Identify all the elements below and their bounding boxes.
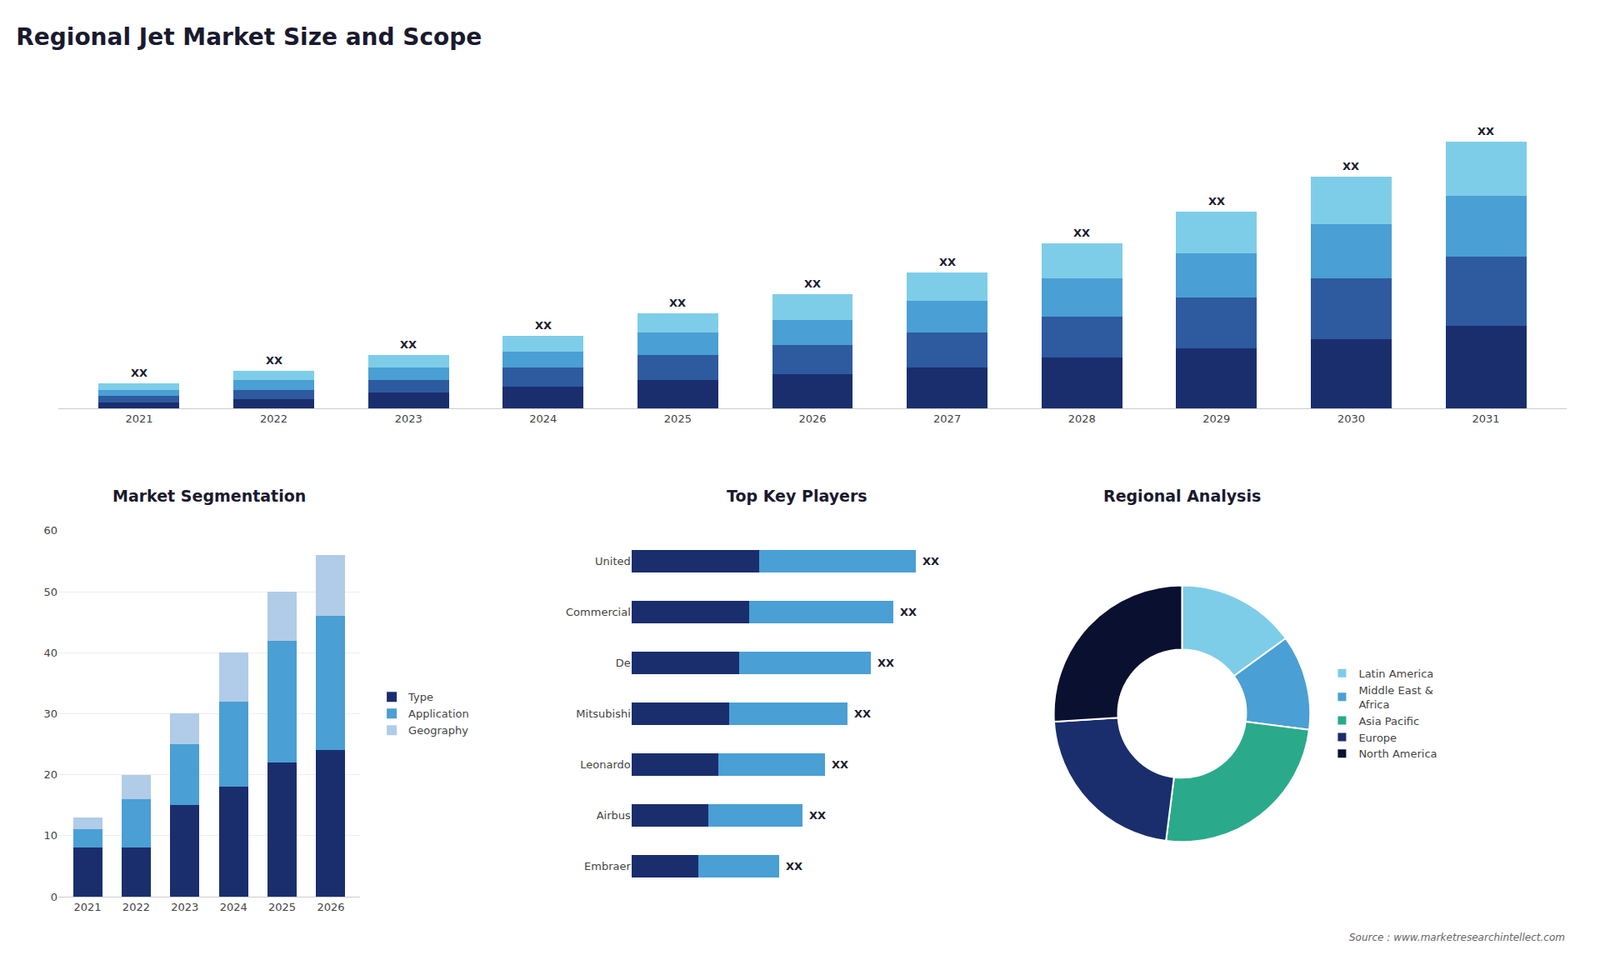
svg-text:2021: 2021 [73,900,101,914]
svg-text:Europe: Europe [1358,731,1397,745]
svg-text:Commercial: Commercial [565,605,631,619]
svg-text:Mitsubishi: Mitsubishi [575,707,630,720]
svg-text:XX: XX [922,555,940,568]
svg-text:2025: 2025 [268,900,296,914]
svg-text:XX: XX [877,656,895,670]
svg-text:Top Key Players: Top Key Players [726,486,868,505]
svg-text:2025: 2025 [664,412,692,425]
svg-text:Asia Pacific: Asia Pacific [1358,715,1420,728]
svg-text:2028: 2028 [1068,412,1096,425]
svg-text:2026: 2026 [316,900,345,914]
svg-text:Regional Analysis: Regional Analysis [1103,486,1261,505]
svg-text:20: 20 [43,768,58,781]
svg-text:2027: 2027 [933,412,961,425]
svg-text:2026: 2026 [798,412,826,425]
svg-text:XX: XX [1342,160,1360,173]
svg-text:Latin America: Latin America [1358,667,1434,680]
svg-text:2022: 2022 [260,412,288,425]
svg-text:XX: XX [535,319,552,332]
svg-text:XX: XX [939,255,956,269]
svg-text:2023: 2023 [170,900,199,914]
svg-text:2023: 2023 [395,412,423,425]
svg-text:2022: 2022 [122,900,150,914]
svg-text:Middle East &Africa: Middle East &Africa [1358,684,1433,711]
svg-text:2021: 2021 [125,412,153,425]
svg-text:Leonardo: Leonardo [580,758,631,771]
svg-text:XX: XX [854,707,871,720]
svg-text:XX: XX [669,296,686,310]
svg-text:60: 60 [43,524,58,537]
svg-text:Airbus: Airbus [596,809,631,822]
svg-text:XX: XX [809,809,826,822]
svg-text:XX: XX [804,277,821,290]
svg-text:Geography: Geography [408,724,469,737]
svg-text:40: 40 [43,646,58,660]
svg-text:XX: XX [900,605,917,619]
svg-text:XX: XX [130,366,148,380]
svg-text:30: 30 [43,707,58,720]
svg-text:XX: XX [265,354,283,367]
svg-text:0: 0 [50,890,58,904]
svg-text:De: De [615,656,631,670]
svg-text:Market Segmentation: Market Segmentation [112,486,306,505]
svg-text:Type: Type [407,690,434,704]
svg-text:XX: XX [1073,226,1090,240]
svg-text:2024: 2024 [220,900,248,914]
svg-text:50: 50 [43,585,58,599]
svg-text:10: 10 [43,829,58,842]
svg-text:2024: 2024 [529,412,557,425]
svg-text:XX: XX [831,758,849,771]
svg-text:XX: XX [400,338,417,351]
svg-text:XX: XX [1477,125,1495,138]
svg-text:North America: North America [1358,747,1437,760]
svg-text:Regional Jet Market Size and S: Regional Jet Market Size and Scope [15,23,482,51]
svg-text:2029: 2029 [1202,412,1230,425]
svg-text:2031: 2031 [1471,412,1500,425]
svg-text:XX: XX [785,860,803,873]
svg-text:United: United [595,555,631,568]
svg-text:XX: XX [1208,195,1225,208]
svg-text:2030: 2030 [1337,412,1365,425]
svg-text:Source : www.marketresearchint: Source : www.marketresearchintellect.com [1349,931,1565,944]
svg-text:Application: Application [408,707,470,720]
svg-text:Embraer: Embraer [584,860,631,873]
